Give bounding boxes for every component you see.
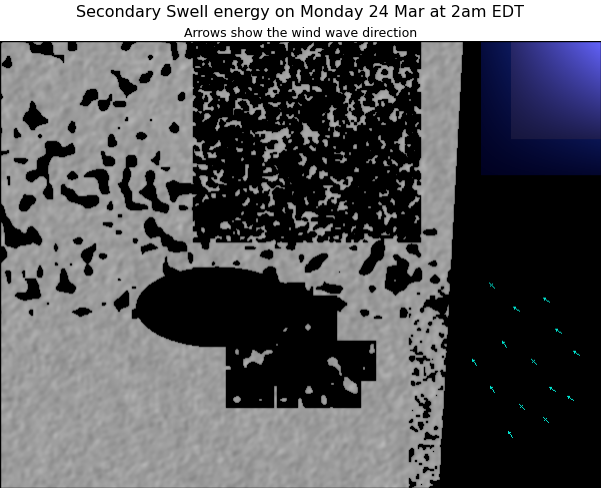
Text: Secondary Swell energy on Monday 24 Mar at 2am EDT: Secondary Swell energy on Monday 24 Mar …: [76, 5, 525, 20]
Text: Arrows show the wind wave direction: Arrows show the wind wave direction: [184, 27, 417, 40]
